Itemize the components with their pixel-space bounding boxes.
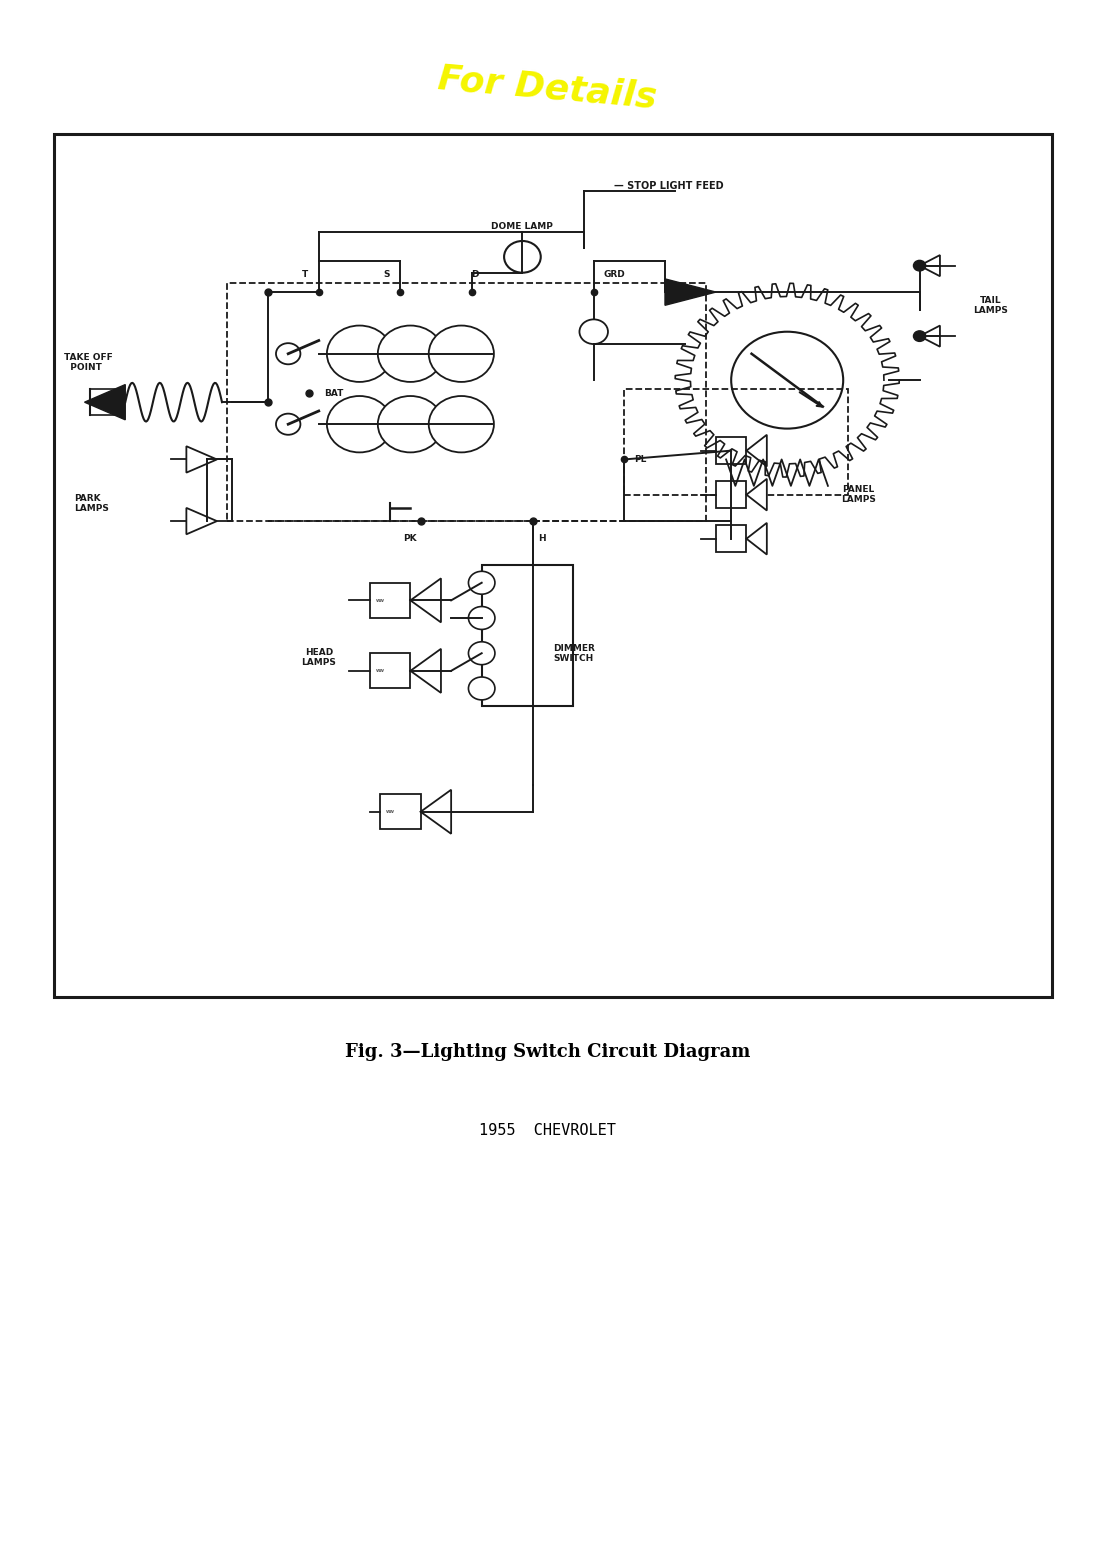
Text: DOME LAMP: DOME LAMP: [492, 221, 553, 231]
Circle shape: [429, 396, 494, 452]
Polygon shape: [920, 256, 940, 276]
Text: ww: ww: [376, 597, 384, 603]
Text: PK: PK: [404, 535, 417, 543]
Text: Fig. 3—Lighting Switch Circuit Diagram: Fig. 3—Lighting Switch Circuit Diagram: [345, 1043, 750, 1062]
Circle shape: [913, 331, 925, 341]
Circle shape: [327, 396, 392, 452]
Text: S: S: [383, 270, 390, 279]
Text: 1955  CHEVROLET: 1955 CHEVROLET: [480, 1122, 615, 1138]
Circle shape: [469, 571, 495, 594]
Text: PANEL
LAMPS: PANEL LAMPS: [841, 485, 876, 505]
Circle shape: [327, 326, 392, 382]
Polygon shape: [665, 279, 716, 306]
Polygon shape: [920, 326, 940, 346]
Bar: [370, 653, 411, 689]
Text: H: H: [538, 535, 545, 543]
Circle shape: [504, 242, 541, 273]
Circle shape: [579, 320, 608, 345]
Bar: [716, 482, 747, 508]
Text: DIMMER
SWITCH: DIMMER SWITCH: [553, 644, 595, 663]
Bar: [716, 525, 747, 552]
Polygon shape: [420, 790, 451, 834]
Polygon shape: [84, 385, 125, 419]
Circle shape: [429, 326, 494, 382]
Circle shape: [469, 642, 495, 664]
Circle shape: [731, 332, 843, 429]
Text: ww: ww: [376, 669, 384, 673]
Text: HEAD
LAMPS: HEAD LAMPS: [301, 649, 336, 667]
Text: TAKE OFF
  POINT: TAKE OFF POINT: [65, 352, 113, 373]
Text: PARK
LAMPS: PARK LAMPS: [74, 494, 110, 513]
Bar: [380, 794, 420, 829]
Text: GRD: GRD: [604, 270, 625, 279]
Text: D: D: [472, 270, 479, 279]
Circle shape: [378, 396, 443, 452]
Circle shape: [276, 343, 300, 365]
Bar: [370, 583, 411, 617]
Polygon shape: [411, 649, 441, 692]
Circle shape: [276, 413, 300, 435]
Polygon shape: [186, 446, 217, 472]
Bar: [624, 390, 849, 494]
Text: ww: ww: [385, 809, 394, 814]
Bar: [482, 566, 574, 706]
Circle shape: [469, 677, 495, 700]
Bar: [716, 438, 747, 465]
Text: TAP HERE: TAP HERE: [510, 27, 585, 44]
Text: TAIL
LAMPS: TAIL LAMPS: [973, 296, 1008, 315]
Circle shape: [913, 260, 925, 271]
Polygon shape: [747, 435, 766, 466]
Text: BAT: BAT: [324, 388, 343, 398]
Text: — STOP LIGHT FEED: — STOP LIGHT FEED: [614, 181, 724, 192]
Polygon shape: [747, 522, 766, 555]
Bar: [227, 284, 706, 521]
Bar: [227, 284, 706, 521]
Polygon shape: [411, 578, 441, 622]
Text: T: T: [302, 270, 309, 279]
Text: For Details: For Details: [437, 62, 658, 115]
Circle shape: [469, 606, 495, 630]
Polygon shape: [186, 508, 217, 535]
Text: PL: PL: [634, 455, 647, 465]
Polygon shape: [747, 479, 766, 510]
Circle shape: [378, 326, 443, 382]
